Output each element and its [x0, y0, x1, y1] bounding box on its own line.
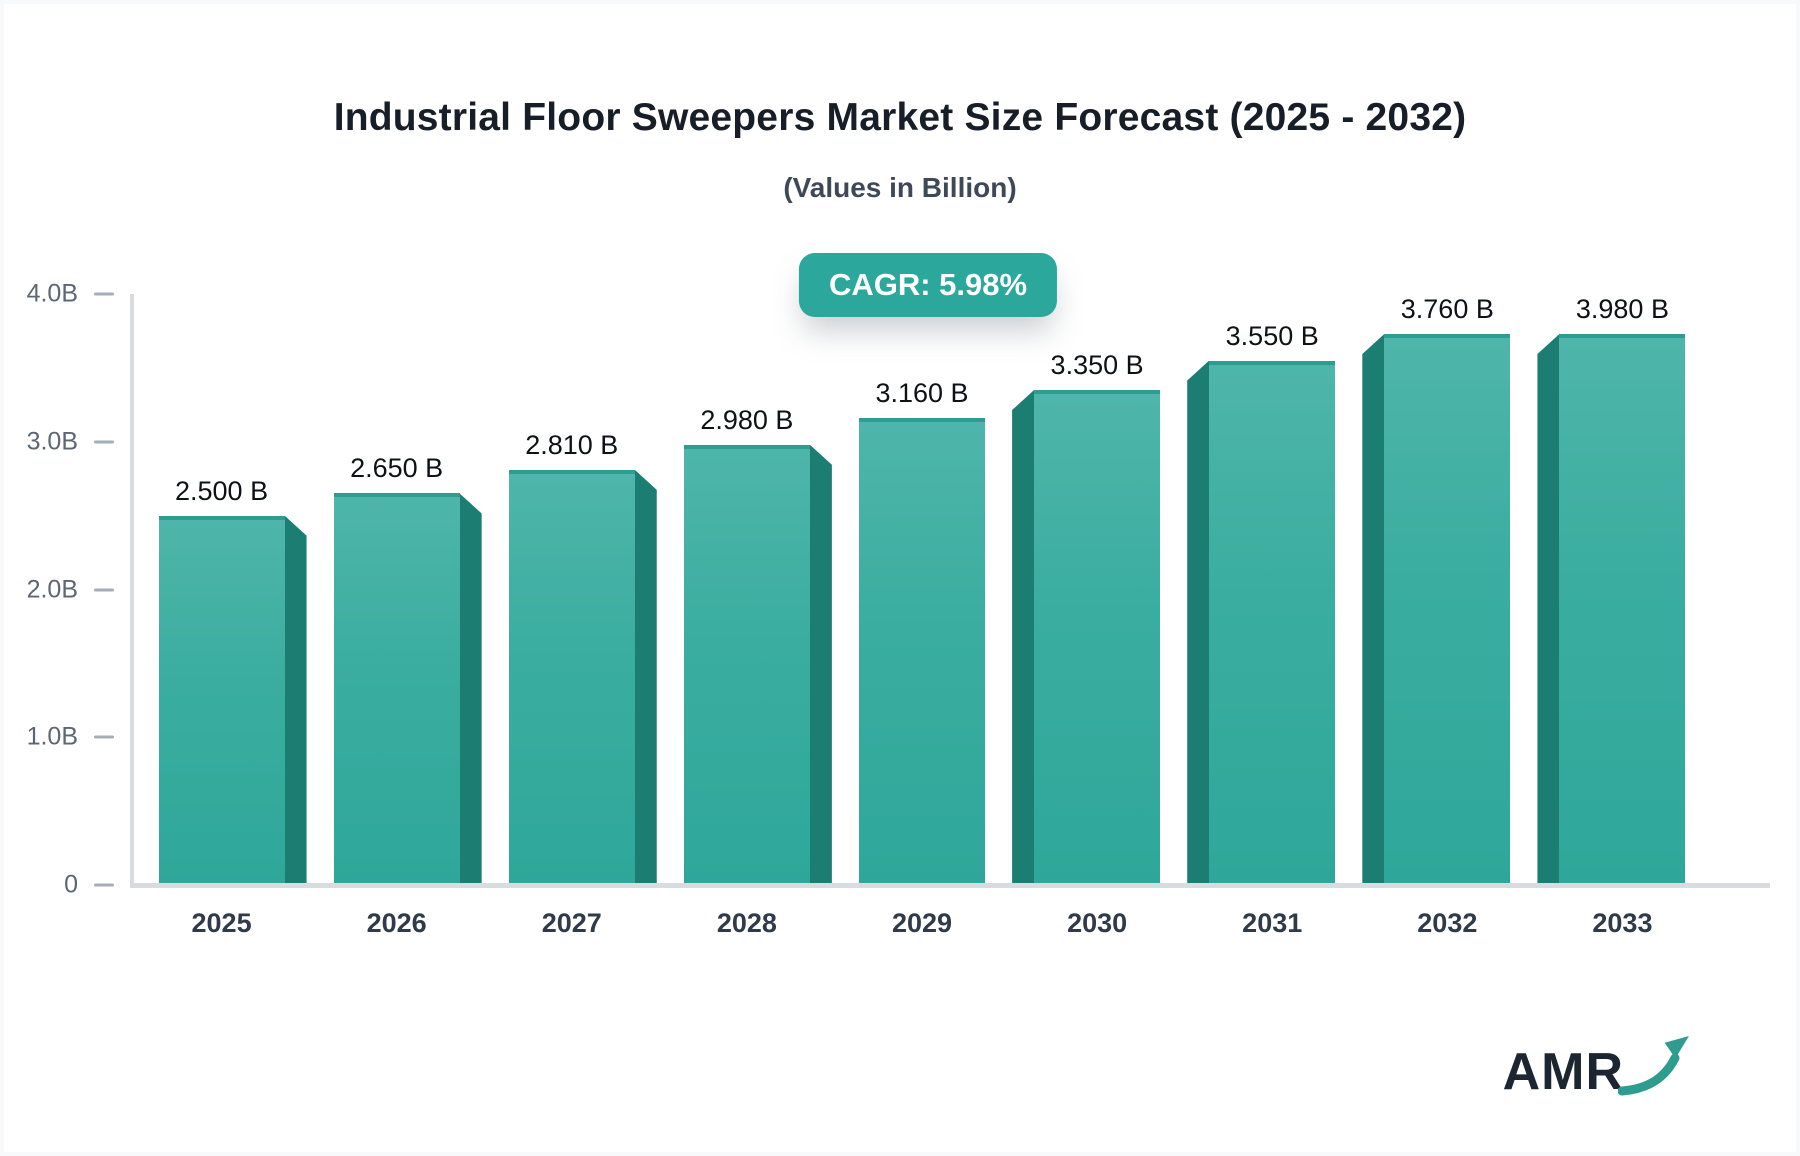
bar-3d-side [459, 493, 482, 885]
bar-3d-side [809, 444, 832, 885]
bar-value-label-2031: 3.550 B [1225, 320, 1319, 351]
y-tick-3.0B: 3.0B [20, 427, 114, 456]
bar-group-2029: 3.160 B [858, 294, 985, 885]
bar-2029 [858, 418, 985, 885]
bar-group-2030: 3.350 B [1012, 294, 1161, 885]
y-tick-label: 4.0B [26, 279, 78, 308]
x-label-slot: 2026 [309, 908, 484, 939]
x-label-2033: 2033 [1592, 908, 1653, 938]
bar-slot: 2.500 B [134, 294, 309, 885]
y-axis-line [130, 294, 134, 885]
y-tick-dash [94, 440, 114, 444]
bars-container: 2.500 B 2.650 B 2.810 B 2.980 B 3.160 B 3.350… [134, 294, 1710, 885]
cagr-badge-label: CAGR: 5.98% [828, 267, 1028, 302]
bar-3d-side [1362, 334, 1385, 885]
bar-value-label-2027: 2.810 B [525, 429, 619, 460]
y-tick-label: 3.0B [26, 427, 78, 456]
x-label-2027: 2027 [541, 908, 602, 938]
bar-3d-side [1187, 360, 1210, 885]
bar-group-2025: 2.500 B [158, 294, 307, 885]
x-label-2029: 2029 [891, 908, 953, 938]
bar-value-label-2025: 2.500 B [175, 475, 269, 506]
bar-slot: 3.550 B [1185, 294, 1360, 885]
y-tick-4.0B: 4.0B [20, 280, 114, 309]
x-label-2031: 2031 [1242, 908, 1303, 938]
y-tick-dash [94, 735, 114, 739]
bar-2027 [508, 469, 657, 885]
page-title: Industrial Floor Sweepers Market Size Fo… [333, 96, 1467, 139]
bar-slot: 2.650 B [309, 294, 484, 885]
x-label-slot: 2029 [834, 908, 1009, 939]
y-tick-0: 0 [20, 871, 114, 900]
chart-subtitle: (Values in Billion) [783, 172, 1017, 203]
bar-slot: 2.980 B [659, 294, 834, 885]
y-tick-dash [94, 292, 114, 296]
cagr-badge: CAGR: 5.98% [798, 253, 1058, 317]
bar-value-label-2029: 3.160 B [875, 378, 969, 409]
amr-logo: AMR [1503, 1034, 1692, 1098]
bar-3d-side [1012, 390, 1035, 885]
x-label-slot: 2031 [1185, 908, 1360, 939]
bar-2031 [1187, 360, 1336, 885]
bar-3d-side [634, 469, 657, 885]
x-label-slot: 2030 [1010, 908, 1185, 939]
bar-slot: 2.810 B [484, 294, 659, 885]
bar-group-2032: 3.760 B [1362, 294, 1511, 885]
growth-arrow-icon [1618, 1036, 1689, 1096]
bar-group-2028: 2.980 B [683, 294, 832, 885]
x-label-slot: 2032 [1360, 908, 1535, 939]
bar-group-2027: 2.810 B [508, 294, 657, 885]
bar-value-label-2030: 3.350 B [1050, 350, 1144, 381]
bar-2032 [1362, 334, 1511, 885]
bar-value-label-2026: 2.650 B [350, 453, 444, 484]
bar-2028 [683, 444, 832, 885]
x-label-2025: 2025 [191, 908, 252, 938]
bar-slot: 3.760 B [1360, 294, 1535, 885]
x-axis-line [130, 883, 1770, 888]
bar-value-label-2033: 3.980 B [1575, 294, 1669, 324]
x-axis-labels: 2025 2026 2027 2028 2029 2030 2031 2032 2033 [134, 908, 1710, 939]
x-label-2026: 2026 [366, 908, 427, 938]
bar-slot: 3.160 B [834, 294, 1009, 885]
x-label-2030: 2030 [1067, 908, 1128, 938]
bar-group-2031: 3.550 B [1187, 294, 1336, 885]
y-tick-1.0B: 1.0B [20, 723, 114, 752]
bar-2025 [158, 515, 307, 885]
x-label-2028: 2028 [716, 908, 777, 938]
bar-group-2026: 2.650 B [333, 294, 482, 885]
x-label-slot: 2025 [134, 908, 309, 939]
bar-value-label-2032: 3.760 B [1400, 294, 1494, 324]
y-tick-2.0B: 2.0B [20, 575, 114, 604]
bar-slot: 3.350 B [1010, 294, 1185, 885]
x-label-slot: 2028 [659, 908, 834, 939]
y-tick-dash [94, 588, 114, 591]
amr-logo-text: AMR [1502, 1043, 1624, 1101]
x-label-slot: 2033 [1535, 908, 1710, 939]
y-tick-label: 0 [64, 870, 78, 899]
bar-group-2033: 3.980 B [1537, 294, 1686, 885]
bar-2030 [1012, 390, 1161, 885]
bar-value-label-2028: 2.980 B [700, 404, 794, 435]
bar-2026 [333, 493, 482, 885]
bar-3d-side [1537, 334, 1560, 885]
y-tick-label: 2.0B [26, 575, 78, 603]
bar-slot: 3.980 B [1535, 294, 1710, 885]
x-label-slot: 2027 [484, 908, 659, 939]
bar-2033 [1537, 334, 1686, 885]
y-tick-label: 1.0B [26, 722, 78, 751]
y-tick-dash [94, 883, 114, 887]
x-label-2032: 2032 [1417, 908, 1478, 938]
bar-3d-side [284, 515, 307, 885]
